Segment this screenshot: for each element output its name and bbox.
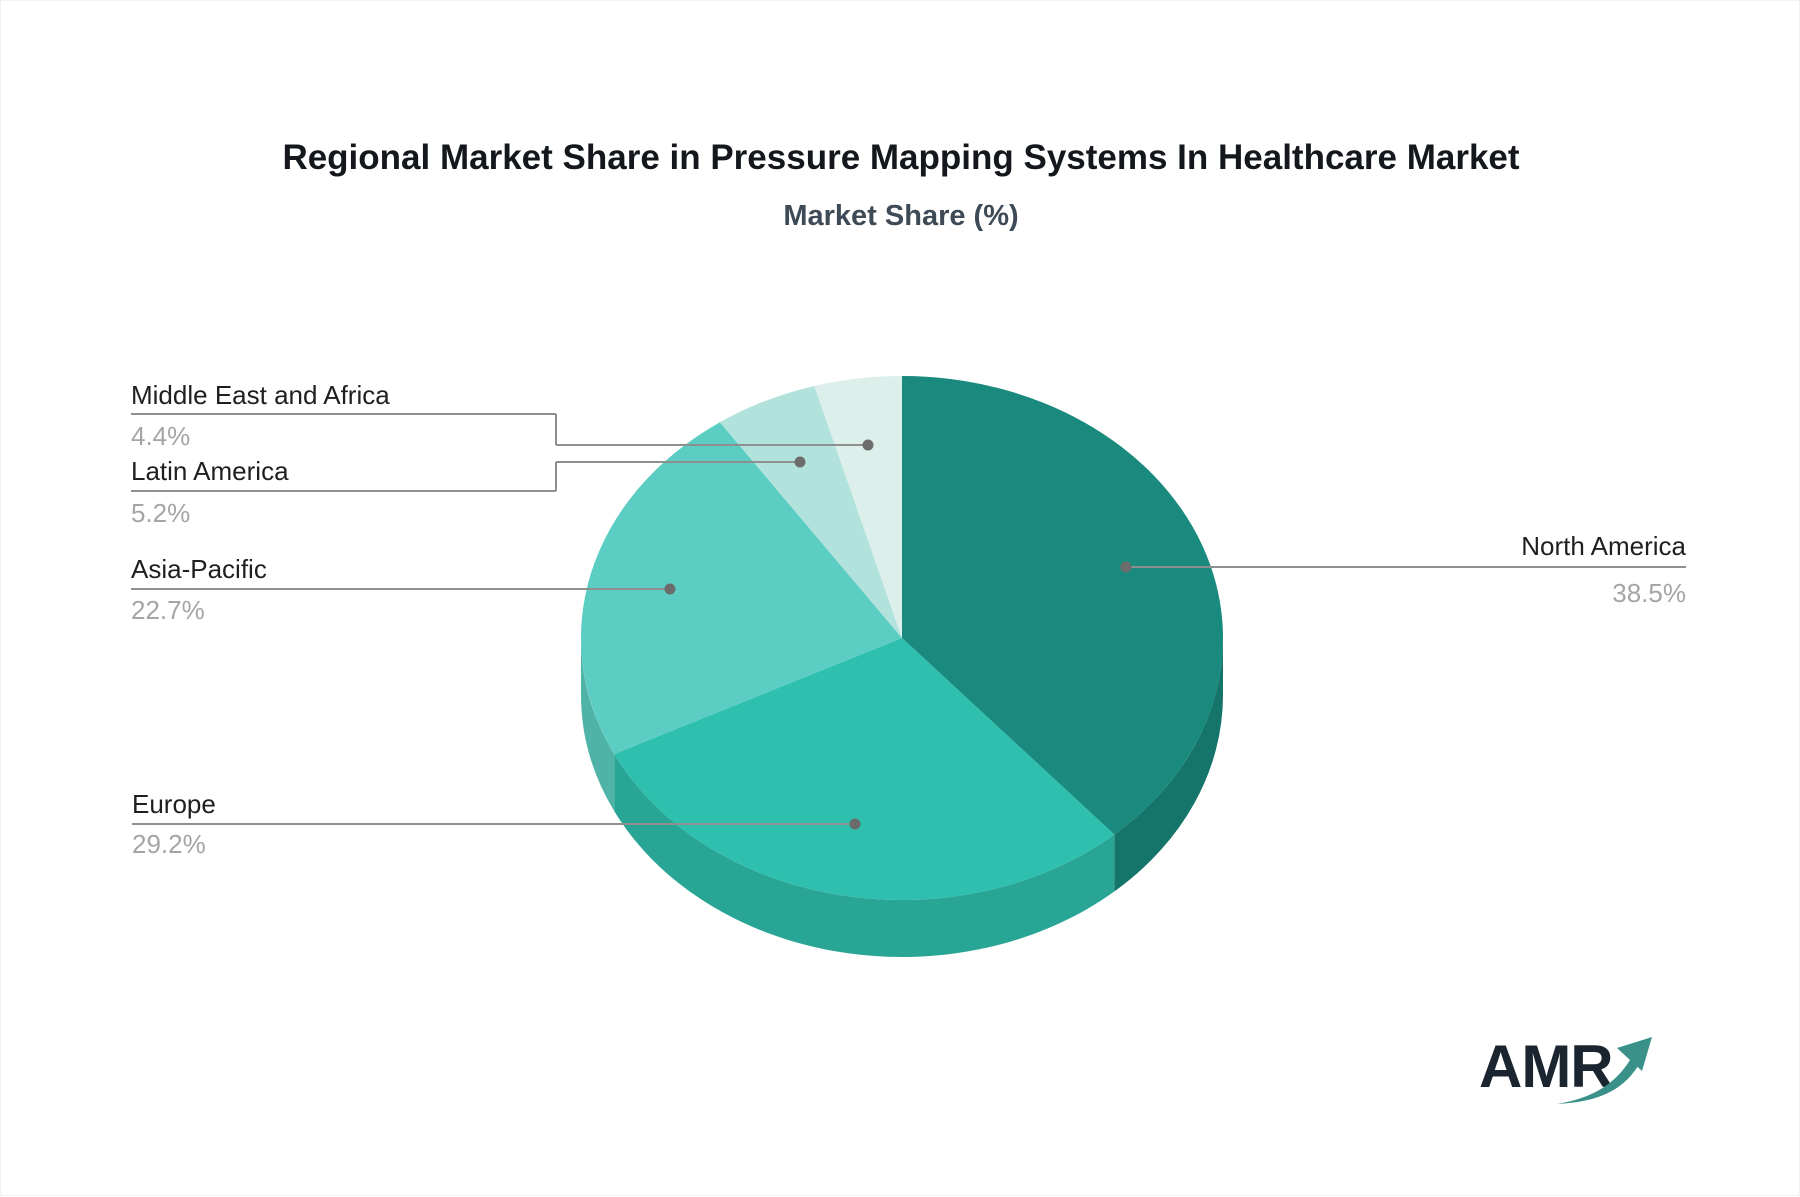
pie-slice[interactable] bbox=[814, 376, 902, 638]
pie-slice-side bbox=[1114, 638, 1223, 892]
pie-slice-side bbox=[614, 754, 1115, 957]
pie-slice[interactable] bbox=[581, 422, 902, 754]
leader-dot bbox=[1120, 561, 1132, 573]
pie-3d bbox=[581, 376, 1224, 957]
slice-value-asia-pacific: 22.7% bbox=[131, 595, 205, 625]
slice-value-north-america: 38.5% bbox=[1612, 578, 1686, 608]
amr-logo-text: AMR bbox=[1479, 1033, 1613, 1100]
leader-dot bbox=[862, 439, 874, 451]
pie-slice[interactable] bbox=[902, 376, 1224, 835]
slice-label-europe: Europe bbox=[132, 789, 216, 819]
slice-label-middle-east-and-africa: Middle East and Africa bbox=[131, 380, 390, 410]
chart-subtitle: Market Share (%) bbox=[783, 200, 1018, 232]
slice-value-middle-east-and-africa: 4.4% bbox=[131, 421, 190, 451]
chart-title: Regional Market Share in Pressure Mappin… bbox=[282, 138, 1519, 177]
slice-label-latin-america: Latin America bbox=[131, 456, 289, 486]
leader-dot bbox=[849, 818, 861, 830]
amr-logo: AMR bbox=[1479, 1033, 1652, 1104]
pie-slice[interactable] bbox=[614, 638, 1115, 900]
leader-dot bbox=[664, 583, 676, 595]
logo-arrow-icon bbox=[1557, 1037, 1652, 1104]
slice-value-europe: 29.2% bbox=[132, 829, 206, 859]
leader-lines bbox=[131, 413, 1686, 830]
slice-value-latin-america: 5.2% bbox=[131, 498, 190, 528]
pie-slice[interactable] bbox=[719, 385, 902, 638]
slice-label-north-america: North America bbox=[1521, 531, 1686, 561]
slice-label-asia-pacific: Asia-Pacific bbox=[131, 554, 267, 584]
pie-slice-side bbox=[581, 638, 615, 811]
leader-dot bbox=[794, 456, 806, 468]
